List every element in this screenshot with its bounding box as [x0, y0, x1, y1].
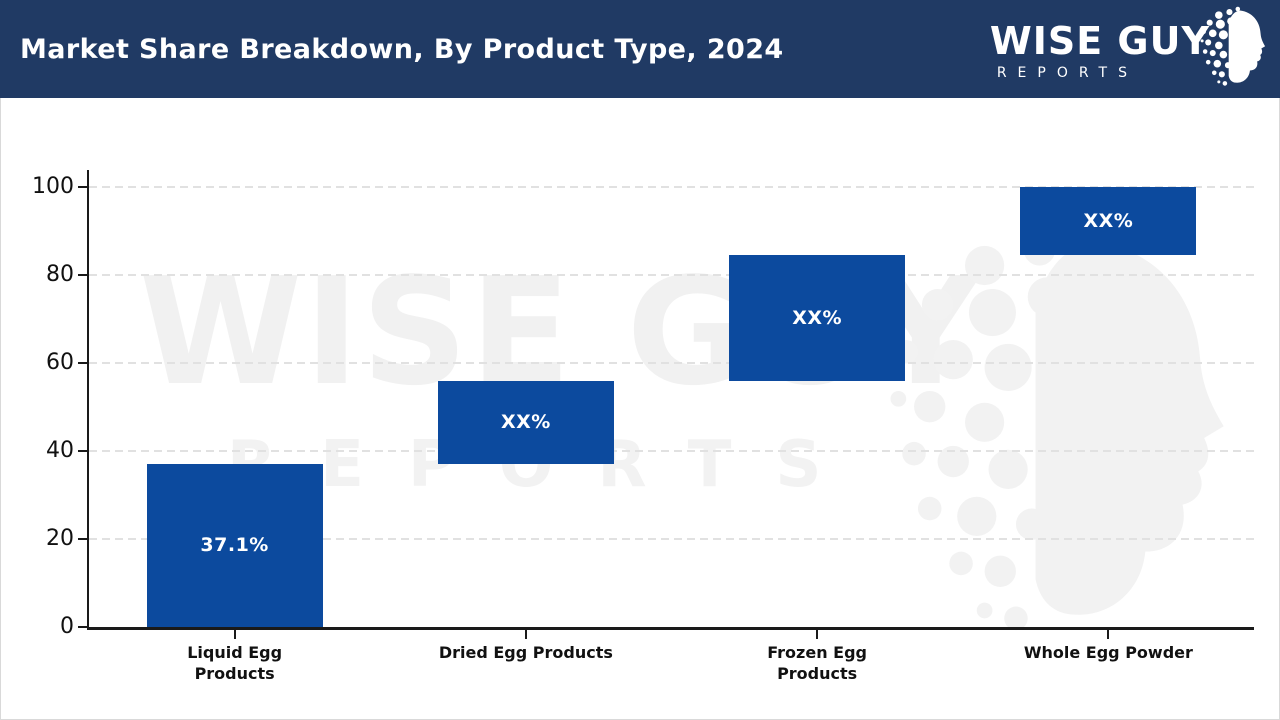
- bar-value-label: XX%: [500, 411, 551, 434]
- gridline-60: [89, 362, 1254, 364]
- x-tick-mark: [816, 630, 819, 639]
- x-category-label: Liquid Egg Products: [187, 643, 283, 683]
- chart-plot: 0 20 40 60 80 100 37.1% Liquid Egg Products XX% D…: [32, 170, 1254, 683]
- gridline-40: [89, 450, 1254, 452]
- chart-area: WISE GUY REPORTS 0 20 40 60 80 100 37.1% Liquid…: [0, 98, 1280, 720]
- wise-guy-logo: WISE GUY REPORTS: [990, 6, 1272, 91]
- x-category-label: Dried Egg Products: [438, 643, 613, 662]
- bar-4: XX%: [1020, 187, 1197, 256]
- y-tick-mark: [78, 626, 87, 628]
- y-tick-mark: [78, 450, 87, 452]
- x-tick-mark: [233, 630, 236, 639]
- bar-1: 37.1%: [146, 463, 323, 627]
- bar-value-label: XX%: [792, 306, 843, 329]
- bar-2: XX%: [437, 380, 614, 464]
- y-tick-mark: [78, 186, 87, 188]
- x-axis-line: [87, 627, 1254, 630]
- logo-text: WISE GUY REPORTS: [989, 19, 1210, 81]
- x-category-label: Frozen Egg Products: [767, 643, 867, 683]
- bar-value-label: XX%: [1083, 210, 1134, 233]
- y-tick-label: 60: [46, 350, 74, 375]
- y-tick-label: 40: [46, 438, 74, 463]
- x-tick-mark: [1107, 630, 1110, 639]
- y-tick-mark: [78, 362, 87, 364]
- y-tick-label: 20: [46, 526, 74, 551]
- x-tick-mark: [524, 630, 527, 639]
- page-title: Market Share Breakdown, By Product Type,…: [20, 33, 784, 65]
- y-tick-label: 0: [60, 614, 74, 639]
- gridline-80: [89, 274, 1254, 276]
- x-category-label: Whole Egg Powder: [1023, 643, 1193, 662]
- bar-3: XX%: [729, 255, 906, 381]
- gridline-20: [89, 538, 1254, 540]
- bar-value-label: 37.1%: [200, 534, 269, 557]
- head-profile-icon: [1200, 6, 1266, 86]
- y-tick-label: 80: [46, 262, 74, 287]
- header: Market Share Breakdown, By Product Type,…: [0, 0, 1280, 98]
- logo-wise-guy: WISE GUY: [989, 19, 1210, 64]
- gridline-100: [89, 186, 1254, 188]
- y-tick-mark: [78, 538, 87, 540]
- y-tick-mark: [78, 274, 87, 276]
- logo-reports: REPORTS: [996, 64, 1138, 81]
- y-tick-label: 100: [32, 174, 74, 199]
- y-axis-line: [87, 170, 89, 630]
